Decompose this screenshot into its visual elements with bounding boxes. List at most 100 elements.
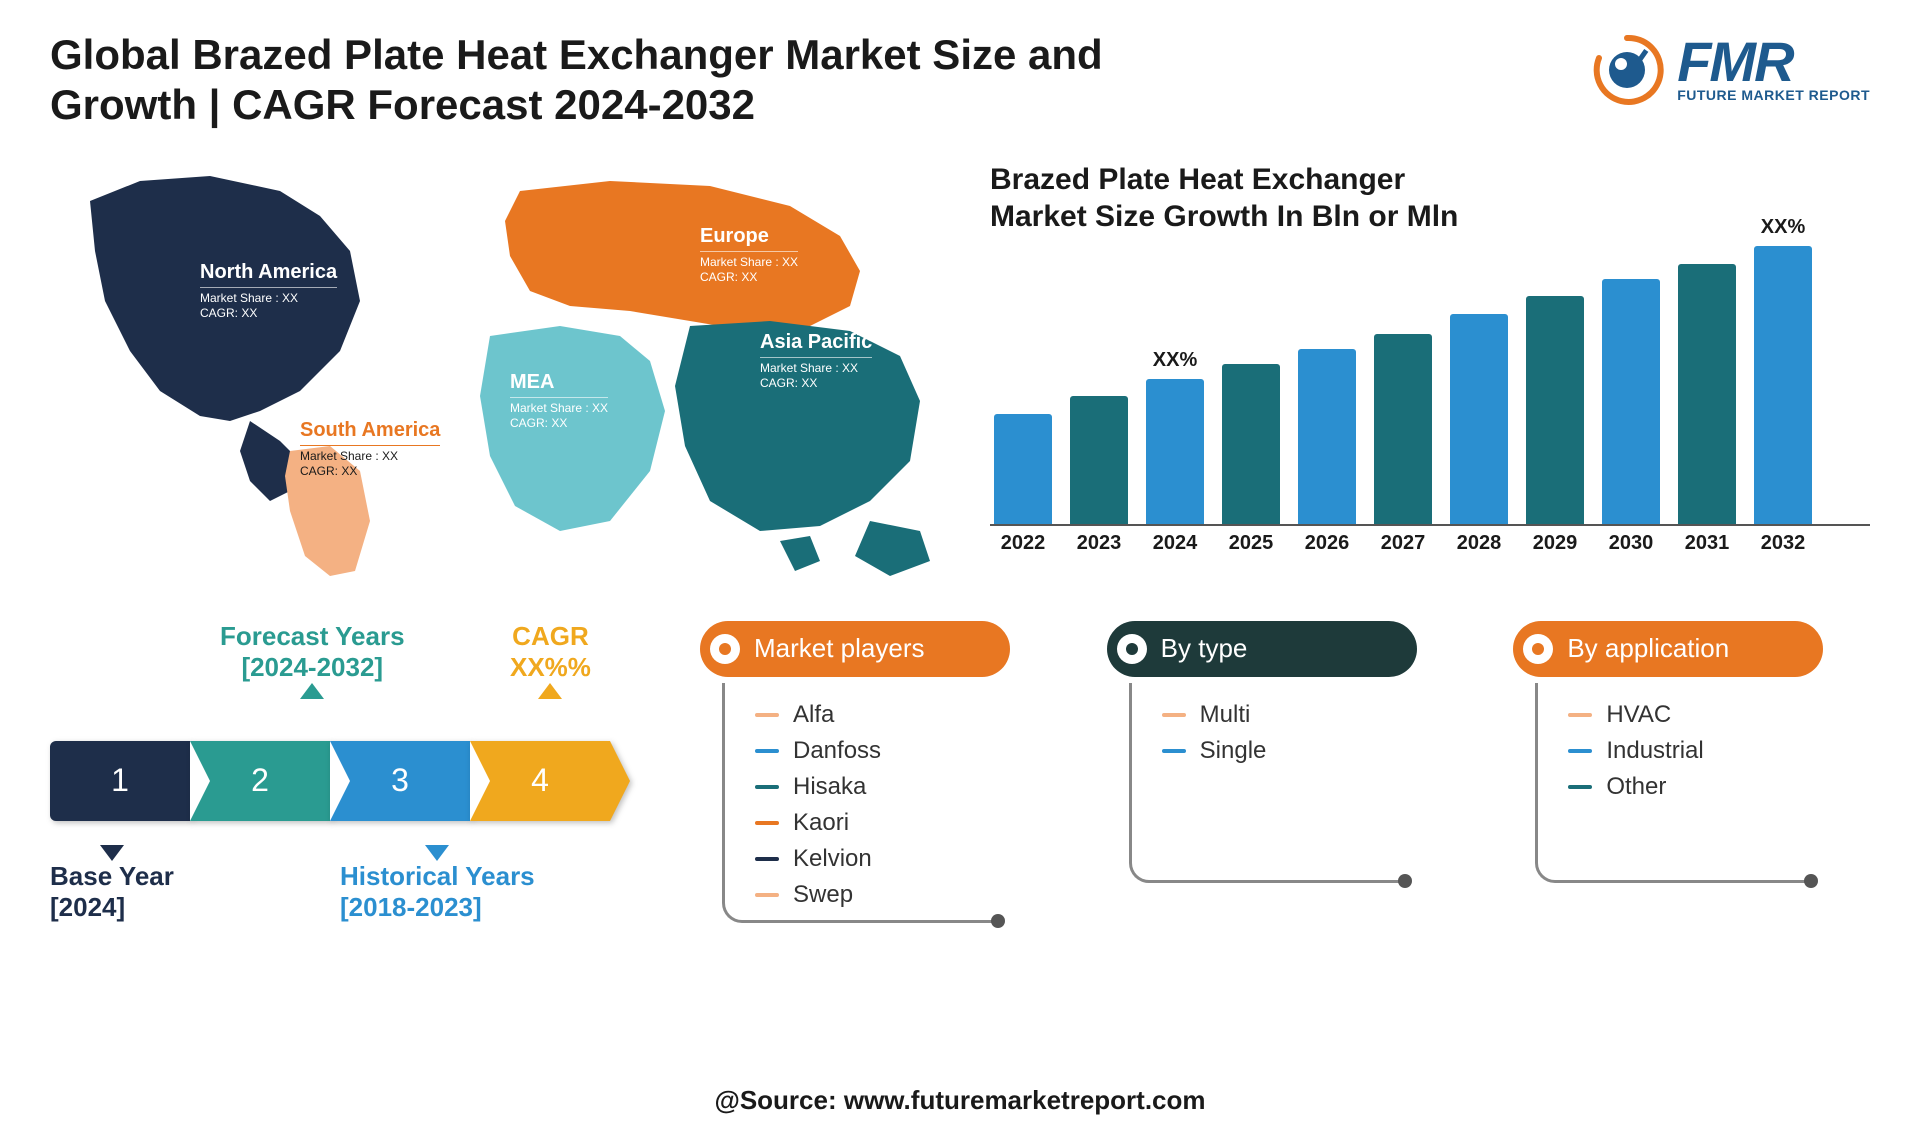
item-label: Other (1606, 773, 1666, 801)
tick-icon (755, 821, 779, 825)
page-title: Global Brazed Plate Heat Exchanger Marke… (50, 30, 1250, 131)
timeline-segment-1: 1 (50, 741, 190, 821)
card-market-players: Market players Alfa Danfoss Hisaka Kaori Kel… (700, 621, 1057, 923)
base-year-label: Base Year [2024] (50, 839, 174, 923)
item-label: HVAC (1606, 701, 1671, 729)
card-by-type: By type Multi Single (1107, 621, 1464, 883)
timeline-segment-3: 3 (330, 741, 470, 821)
tick-icon (1568, 713, 1592, 717)
world-map: North America Market Share : XX CAGR: XX… (50, 161, 950, 581)
timeline-segment-4: 4 (470, 741, 610, 821)
bar-rect (1374, 334, 1432, 524)
segment-number: 4 (531, 762, 549, 799)
item-label: Multi (1200, 701, 1251, 729)
timeline: Forecast Years [2024-2032] CAGR XX%% 123… (50, 621, 650, 961)
card-header-market-players: Market players (700, 621, 1010, 677)
logo-text: FMR FUTURE MARKET REPORT (1677, 37, 1870, 103)
tick-icon (755, 713, 779, 717)
segment-number: 3 (391, 762, 409, 799)
logo-subtitle: FUTURE MARKET REPORT (1677, 87, 1870, 103)
bar-2031 (1678, 264, 1736, 524)
timeline-segment-2: 2 (190, 741, 330, 821)
bars-container: XX% XX% (990, 246, 1870, 526)
bar-2028 (1450, 314, 1508, 524)
item-label: Swep (793, 881, 853, 909)
list-item: Kaori (755, 809, 1002, 837)
tick-icon (755, 893, 779, 897)
tick-icon (1162, 749, 1186, 753)
label-north-america: North America Market Share : XX CAGR: XX (200, 261, 337, 322)
list-item: Kelvion (755, 845, 1002, 873)
card-header-by-application: By application (1513, 621, 1823, 677)
bar-annotation-2032: XX% (1761, 216, 1805, 239)
bracket-decoration: Alfa Danfoss Hisaka Kaori Kelvion Swep (722, 683, 1002, 923)
growth-bar-chart: Brazed Plate Heat Exchanger Market Size … (990, 161, 1870, 581)
label-asia-pacific: Asia Pacific Market Share : XX CAGR: XX (760, 331, 872, 392)
item-label: Danfoss (793, 737, 881, 765)
card-by-application: By application HVAC Industrial Other (1513, 621, 1870, 883)
x-tick: 2022 (994, 532, 1052, 555)
item-label: Kaori (793, 809, 849, 837)
bar-2032: XX% (1754, 246, 1812, 524)
x-tick: 2027 (1374, 532, 1432, 555)
segment-number: 1 (111, 762, 129, 799)
bar-2026 (1298, 349, 1356, 524)
list-by-application: HVAC Industrial Other (1538, 683, 1815, 801)
tick-icon (755, 857, 779, 861)
list-item: Danfoss (755, 737, 1002, 765)
bar-annotation-2024: XX% (1153, 349, 1197, 372)
tick-icon (755, 749, 779, 753)
list-market-players: Alfa Danfoss Hisaka Kaori Kelvion Swep (725, 683, 1002, 909)
label-europe: Europe Market Share : XX CAGR: XX (700, 225, 798, 286)
logo-fmr-text: FMR (1677, 37, 1870, 87)
tick-icon (755, 785, 779, 789)
x-tick: 2030 (1602, 532, 1660, 555)
x-tick: 2031 (1678, 532, 1736, 555)
list-item: Single (1162, 737, 1409, 765)
x-tick: 2032 (1754, 532, 1812, 555)
tick-icon (1568, 749, 1592, 753)
bracket-decoration: Multi Single (1129, 683, 1409, 883)
bar-rect (1678, 264, 1736, 524)
list-item: HVAC (1568, 701, 1815, 729)
bullet-icon (1117, 634, 1147, 664)
tick-icon (1162, 713, 1186, 717)
item-label: Alfa (793, 701, 834, 729)
chart-title: Brazed Plate Heat Exchanger Market Size … (990, 161, 1470, 236)
tick-icon (1568, 785, 1592, 789)
header: Global Brazed Plate Heat Exchanger Marke… (50, 30, 1870, 131)
bullet-icon (710, 634, 740, 664)
x-tick: 2025 (1222, 532, 1280, 555)
bar-2023 (1070, 396, 1128, 524)
x-tick: 2026 (1298, 532, 1356, 555)
item-label: Hisaka (793, 773, 866, 801)
bar-rect (1070, 396, 1128, 524)
bar-rect (1222, 364, 1280, 524)
label-south-america: South America Market Share : XX CAGR: XX (300, 419, 440, 480)
x-tick: 2028 (1450, 532, 1508, 555)
forecast-label: Forecast Years [2024-2032] (220, 621, 405, 705)
x-tick: 2024 (1146, 532, 1204, 555)
bar-rect (994, 414, 1052, 524)
bar-rect (1298, 349, 1356, 524)
item-label: Single (1200, 737, 1267, 765)
bullet-icon (1523, 634, 1553, 664)
bars-x-axis: 2022202320242025202620272028202920302031… (990, 532, 1870, 555)
bar-rect: XX% (1754, 246, 1812, 524)
segment-number: 2 (251, 762, 269, 799)
item-label: Industrial (1606, 737, 1703, 765)
logo: FMR FUTURE MARKET REPORT (1587, 30, 1870, 110)
bar-2025 (1222, 364, 1280, 524)
list-by-type: Multi Single (1132, 683, 1409, 765)
bar-2030 (1602, 279, 1660, 524)
bar-2022 (994, 414, 1052, 524)
label-mea: MEA Market Share : XX CAGR: XX (510, 371, 608, 432)
item-label: Kelvion (793, 845, 872, 873)
list-item: Other (1568, 773, 1815, 801)
card-header-by-type: By type (1107, 621, 1417, 677)
bar-2024: XX% (1146, 379, 1204, 524)
list-item: Alfa (755, 701, 1002, 729)
list-item: Swep (755, 881, 1002, 909)
x-tick: 2029 (1526, 532, 1584, 555)
historical-label: Historical Years [2018-2023] (340, 839, 535, 923)
